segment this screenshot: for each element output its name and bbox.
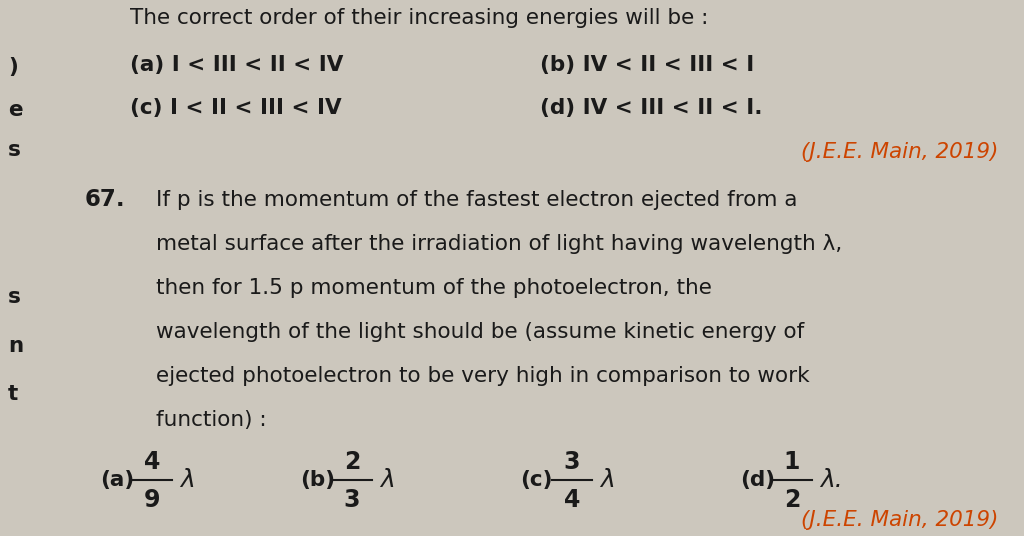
- Text: (a): (a): [100, 470, 134, 490]
- Text: (J.E.E. Main, 2019): (J.E.E. Main, 2019): [802, 510, 998, 530]
- Text: 2: 2: [344, 450, 360, 474]
- Text: (d): (d): [740, 470, 775, 490]
- Text: 67.: 67.: [85, 189, 126, 212]
- Text: t: t: [8, 384, 18, 404]
- Text: 4: 4: [143, 450, 160, 474]
- Text: wavelength of the light should be (assume kinetic energy of: wavelength of the light should be (assum…: [156, 322, 804, 342]
- Text: (J.E.E. Main, 2019): (J.E.E. Main, 2019): [802, 142, 998, 162]
- Text: λ: λ: [600, 468, 614, 492]
- Text: The correct order of their increasing energies will be :: The correct order of their increasing en…: [130, 8, 709, 28]
- Text: λ: λ: [180, 468, 195, 492]
- Text: 4: 4: [564, 488, 581, 512]
- Text: (b) IV < II < III < I: (b) IV < II < III < I: [540, 55, 755, 75]
- Text: ejected photoelectron to be very high in comparison to work: ejected photoelectron to be very high in…: [156, 366, 810, 386]
- Text: ): ): [8, 57, 17, 77]
- Text: λ: λ: [380, 468, 394, 492]
- Text: 3: 3: [564, 450, 581, 474]
- Text: (a) I < III < II < IV: (a) I < III < II < IV: [130, 55, 343, 75]
- Text: (d) IV < III < II < I.: (d) IV < III < II < I.: [540, 98, 763, 118]
- Text: 1: 1: [783, 450, 800, 474]
- Text: (c): (c): [520, 470, 553, 490]
- Text: λ.: λ.: [820, 468, 843, 492]
- Text: 9: 9: [143, 488, 160, 512]
- Text: s: s: [8, 140, 20, 160]
- Text: 3: 3: [344, 488, 360, 512]
- Text: s: s: [8, 287, 20, 308]
- Text: function) :: function) :: [156, 410, 266, 430]
- Text: (c) I < II < III < IV: (c) I < II < III < IV: [130, 98, 342, 118]
- Text: (b): (b): [300, 470, 335, 490]
- Text: metal surface after the irradiation of light having wavelength λ,: metal surface after the irradiation of l…: [156, 234, 843, 254]
- Text: then for 1.5 p momentum of the photoelectron, the: then for 1.5 p momentum of the photoelec…: [156, 278, 712, 298]
- Text: 2: 2: [783, 488, 800, 512]
- Text: e: e: [8, 100, 23, 120]
- Text: If p is the momentum of the fastest electron ejected from a: If p is the momentum of the fastest elec…: [156, 190, 798, 210]
- Text: n: n: [8, 336, 24, 356]
